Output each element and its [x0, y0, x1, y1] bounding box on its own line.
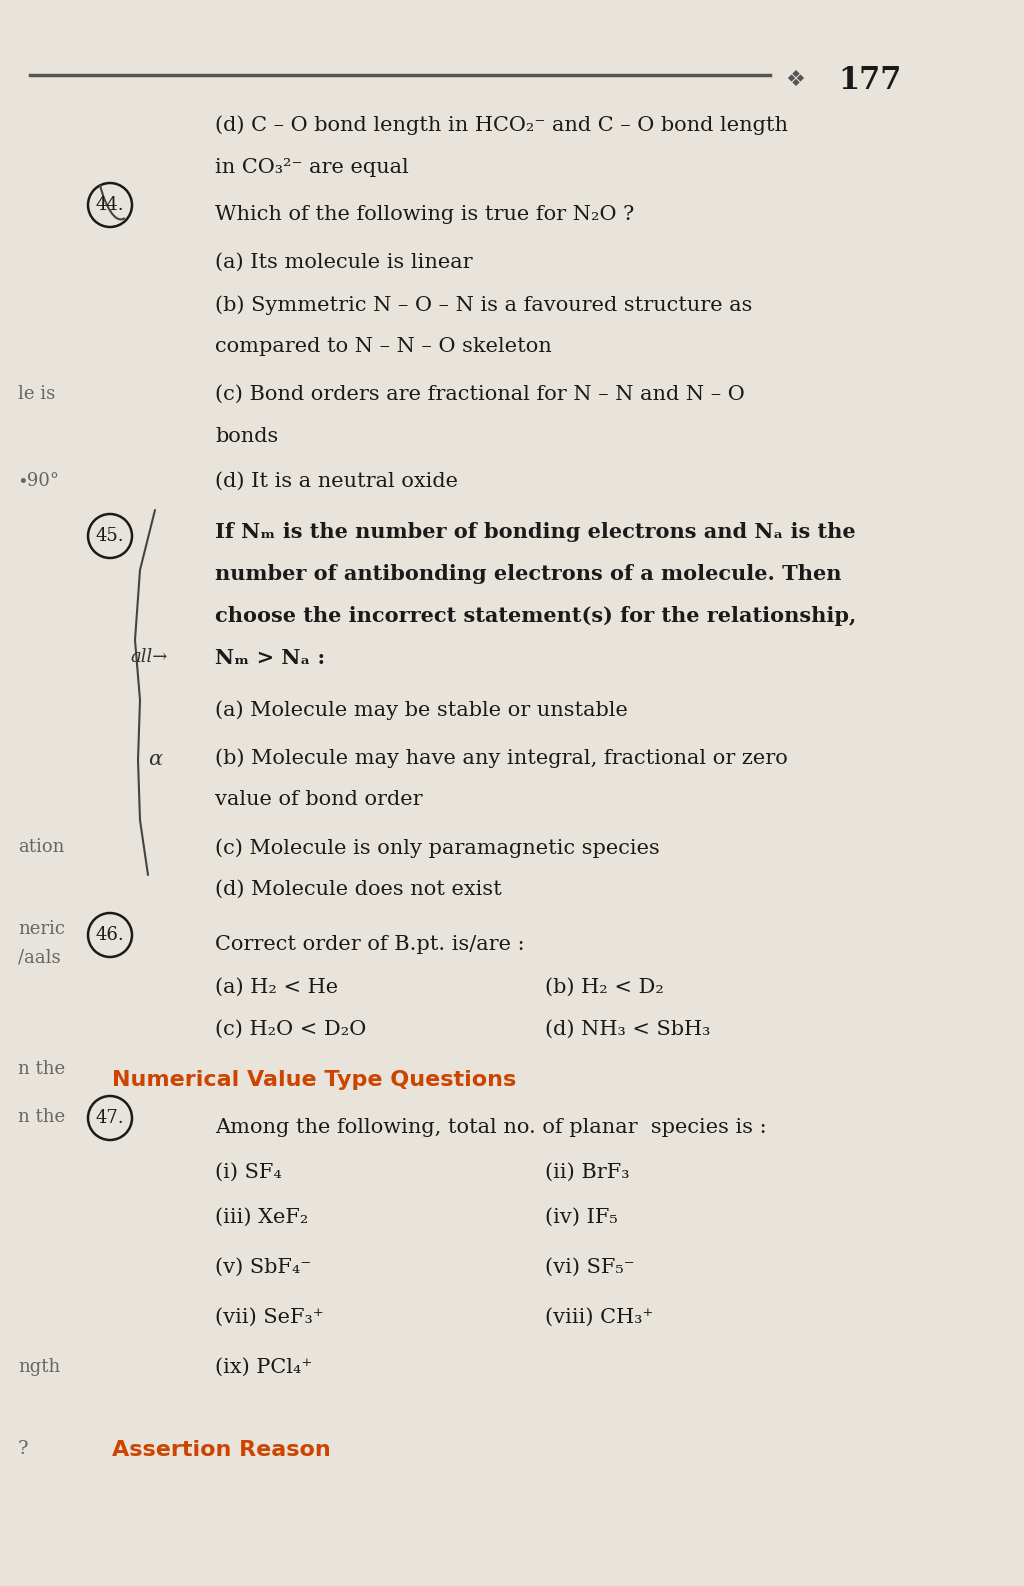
Text: If Nₘ is the number of bonding electrons and Nₐ is the: If Nₘ is the number of bonding electrons… — [215, 522, 856, 542]
Text: ❖: ❖ — [785, 70, 805, 90]
Text: (d) NH₃ < SbH₃: (d) NH₃ < SbH₃ — [545, 1020, 711, 1039]
Text: n the: n the — [18, 1109, 66, 1126]
Text: (ix) PCl₄⁺: (ix) PCl₄⁺ — [215, 1358, 312, 1377]
Text: (vii) SeF₃⁺: (vii) SeF₃⁺ — [215, 1308, 324, 1327]
Text: (d) C – O bond length in HCO₂⁻ and C – O bond length: (d) C – O bond length in HCO₂⁻ and C – O… — [215, 116, 788, 135]
Text: (ii) BrF₃: (ii) BrF₃ — [545, 1163, 630, 1182]
Text: (c) Molecule is only paramagnetic species: (c) Molecule is only paramagnetic specie… — [215, 837, 659, 858]
Text: (d) Molecule does not exist: (d) Molecule does not exist — [215, 880, 502, 899]
Text: (vi) SF₅⁻: (vi) SF₅⁻ — [545, 1258, 635, 1277]
Text: (b) Molecule may have any integral, fractional or zero: (b) Molecule may have any integral, frac… — [215, 749, 787, 768]
Text: (a) Its molecule is linear: (a) Its molecule is linear — [215, 254, 473, 273]
Text: (c) Bond orders are fractional for N – N and N – O: (c) Bond orders are fractional for N – N… — [215, 385, 744, 404]
Text: 46.: 46. — [95, 926, 124, 944]
Text: 45.: 45. — [95, 527, 124, 546]
Text: 47.: 47. — [95, 1109, 124, 1128]
Text: (iii) XeF₂: (iii) XeF₂ — [215, 1209, 308, 1228]
Text: (viii) CH₃⁺: (viii) CH₃⁺ — [545, 1308, 653, 1327]
Text: Which of the following is true for N₂O ?: Which of the following is true for N₂O ? — [215, 205, 634, 224]
Text: Assertion Reason: Assertion Reason — [112, 1440, 331, 1461]
Text: bonds: bonds — [215, 427, 279, 446]
Text: Numerical Value Type Questions: Numerical Value Type Questions — [112, 1071, 516, 1090]
Text: in CO₃²⁻ are equal: in CO₃²⁻ are equal — [215, 159, 409, 178]
Text: le is: le is — [18, 385, 55, 403]
Text: (b) Symmetric N – O – N is a favoured structure as: (b) Symmetric N – O – N is a favoured st… — [215, 295, 753, 314]
Text: ation: ation — [18, 837, 65, 856]
Text: neric: neric — [18, 920, 65, 937]
Text: ∙90°: ∙90° — [18, 473, 59, 490]
Text: 177: 177 — [839, 65, 902, 97]
Text: 44.: 44. — [95, 197, 124, 214]
Text: (a) H₂ < He: (a) H₂ < He — [215, 979, 338, 998]
Text: number of antibonding electrons of a molecule. Then: number of antibonding electrons of a mol… — [215, 565, 842, 584]
Text: α: α — [148, 750, 162, 769]
Text: ngth: ngth — [18, 1358, 60, 1377]
Text: value of bond order: value of bond order — [215, 790, 423, 809]
Text: (v) SbF₄⁻: (v) SbF₄⁻ — [215, 1258, 311, 1277]
Text: choose the incorrect statement(s) for the relationship,: choose the incorrect statement(s) for th… — [215, 606, 856, 626]
Text: (b) H₂ < D₂: (b) H₂ < D₂ — [545, 979, 664, 998]
Text: Among the following, total no. of planar  species is :: Among the following, total no. of planar… — [215, 1118, 767, 1137]
Text: /aals: /aals — [18, 948, 60, 966]
Text: (d) It is a neutral oxide: (d) It is a neutral oxide — [215, 473, 458, 492]
Text: Correct order of B.pt. is/are :: Correct order of B.pt. is/are : — [215, 936, 524, 955]
Text: compared to N – N – O skeleton: compared to N – N – O skeleton — [215, 336, 552, 355]
Text: n the: n the — [18, 1059, 66, 1078]
Text: all→: all→ — [130, 649, 167, 666]
Text: (a) Molecule may be stable or unstable: (a) Molecule may be stable or unstable — [215, 699, 628, 720]
Text: Nₘ > Nₐ :: Nₘ > Nₐ : — [215, 649, 326, 668]
Text: (iv) IF₅: (iv) IF₅ — [545, 1209, 617, 1228]
Text: (i) SF₄: (i) SF₄ — [215, 1163, 282, 1182]
Text: (c) H₂O < D₂O: (c) H₂O < D₂O — [215, 1020, 367, 1039]
Text: ?: ? — [18, 1440, 29, 1458]
